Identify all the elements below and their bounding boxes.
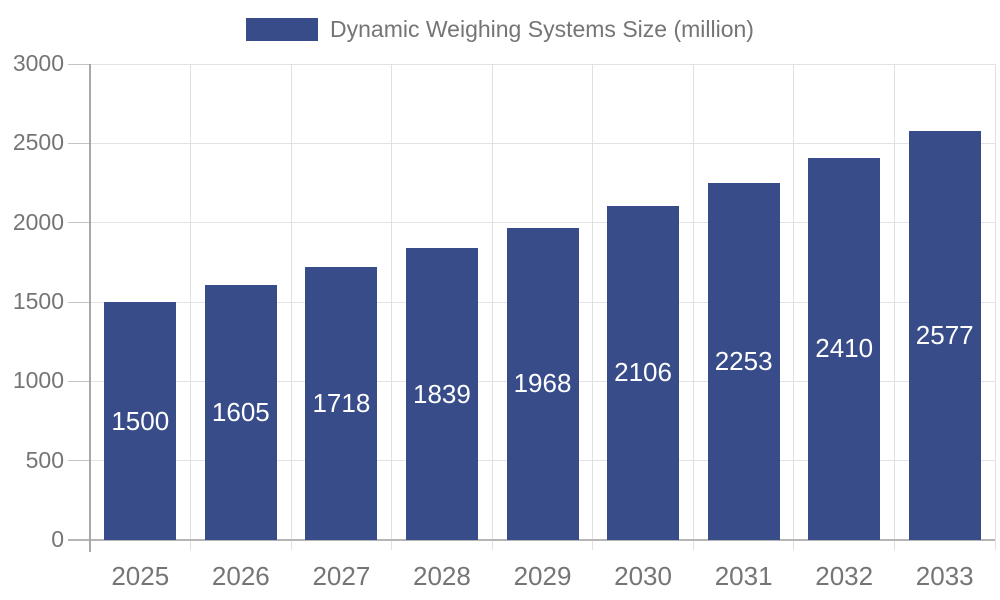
chart-legend[interactable]: Dynamic Weighing Systems Size (million) xyxy=(0,16,1000,43)
bar-value-label: 1500 xyxy=(111,405,170,436)
gridline-vertical xyxy=(592,64,594,550)
y-axis-label: 3000 xyxy=(12,49,64,76)
gridline-vertical xyxy=(491,64,493,550)
y-axis-tick xyxy=(68,63,90,65)
legend-label: Dynamic Weighing Systems Size (million) xyxy=(330,16,754,42)
x-axis-label: 2031 xyxy=(714,561,773,591)
gridline-horizontal xyxy=(90,142,995,144)
gridline-horizontal xyxy=(90,63,995,65)
x-axis-label: 2030 xyxy=(614,561,672,591)
bar[interactable]: 2106 xyxy=(607,205,680,540)
x-axis-label: 2025 xyxy=(111,561,170,591)
bar[interactable]: 1968 xyxy=(506,227,579,540)
x-axis-label: 2026 xyxy=(211,561,270,591)
bar-value-label: 2577 xyxy=(915,320,974,351)
gridline-horizontal xyxy=(90,222,995,224)
bar[interactable]: 1718 xyxy=(305,267,378,540)
bar[interactable]: 2410 xyxy=(808,157,881,540)
y-axis-label: 1000 xyxy=(12,367,64,394)
x-axis-line xyxy=(68,539,995,541)
y-axis-tick xyxy=(68,380,90,382)
gridline-vertical xyxy=(391,64,393,550)
y-axis-tick xyxy=(68,460,90,462)
bar-value-label: 1839 xyxy=(413,378,471,409)
y-axis-line xyxy=(89,64,91,552)
y-axis-tick xyxy=(68,142,90,144)
bar-value-label: 1718 xyxy=(312,388,371,419)
gridline-vertical xyxy=(290,64,292,550)
y-axis-label: 0 xyxy=(51,525,64,552)
bar[interactable]: 2577 xyxy=(908,131,981,540)
bar-value-label: 1968 xyxy=(513,368,572,399)
bar[interactable]: 1605 xyxy=(204,285,277,540)
bar-value-label: 1605 xyxy=(211,397,270,428)
x-axis-label: 2027 xyxy=(312,561,371,591)
bar-value-label: 2410 xyxy=(815,333,874,364)
y-axis-label: 500 xyxy=(25,446,64,473)
gridline-vertical xyxy=(190,64,192,550)
y-axis-tick xyxy=(68,222,90,224)
gridline-vertical xyxy=(994,64,996,550)
y-axis-label: 2500 xyxy=(12,129,64,156)
x-axis-label: 2028 xyxy=(413,561,471,591)
y-axis-tick xyxy=(68,301,90,303)
gridline-vertical xyxy=(893,64,895,550)
gridline-vertical xyxy=(793,64,795,550)
y-axis-label: 1500 xyxy=(12,287,64,314)
bar-value-label: 2253 xyxy=(714,345,773,376)
bar[interactable]: 1500 xyxy=(104,302,177,540)
gridline-vertical xyxy=(692,64,694,550)
bar-value-label: 2106 xyxy=(614,357,672,388)
legend-swatch xyxy=(246,18,319,41)
x-axis-label: 2032 xyxy=(815,561,874,591)
bar[interactable]: 2253 xyxy=(707,182,780,540)
bar[interactable]: 1839 xyxy=(405,248,478,540)
y-axis-label: 2000 xyxy=(12,208,64,235)
x-axis-label: 2029 xyxy=(513,561,572,591)
x-axis-label: 2033 xyxy=(915,561,974,591)
